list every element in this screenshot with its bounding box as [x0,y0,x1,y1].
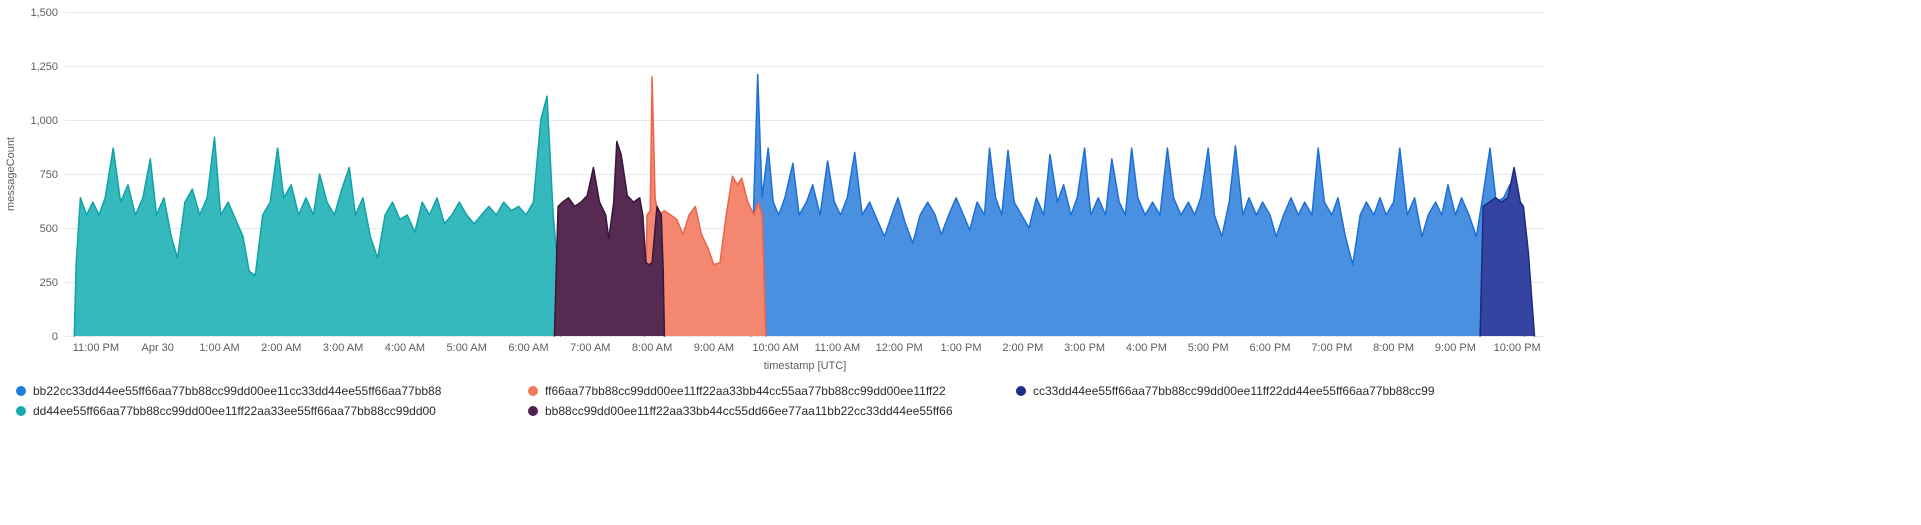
series-line-teal [73,95,562,337]
x-tick-label: 4:00 PM [1126,342,1167,354]
legend-item-teal-series[interactable]: dd44ee55ff66aa77bb88cc99dd00ee11ff22aa33… [16,403,436,419]
x-tick-label: 2:00 PM [1002,342,1043,354]
x-tick-label: 11:00 PM [73,342,119,354]
y-tick-label: 1,500 [30,7,58,19]
x-tick-label: 4:00 AM [385,342,425,354]
x-tick-label: 7:00 PM [1311,342,1352,354]
legend-series-label: ff66aa77bb88cc99dd00ee11ff22aa33bb44cc55… [545,384,946,398]
series-line-salmon [643,76,767,337]
x-tick-label: 6:00 AM [508,342,548,354]
series-line-navy [1479,166,1536,337]
x-tick-label: 5:00 AM [447,342,487,354]
x-tick-label: 3:00 AM [323,342,363,354]
chart-legend: bb22cc33dd44ee55ff66aa77bb88cc99dd00ee11… [0,376,1921,436]
series-color-dot [528,406,538,416]
legend-item-purple-series[interactable]: bb88cc99dd00ee11ff22aa33bb44cc55dd66ee77… [528,403,953,419]
series-area-navy[interactable] [1480,167,1535,337]
x-tick-label: 5:00 PM [1188,342,1229,354]
area-chart[interactable]: 0 250 500 750 1,000 1,250 1,500 11:00 PM Apr 30 1… [0,0,1921,376]
y-axis-title: messageCount [5,137,17,211]
y-tick-label: 500 [40,223,58,235]
legend-series-label: cc33dd44ee55ff66aa77bb88cc99dd00ee11ff22… [1033,384,1435,398]
legend-item-navy-series[interactable]: cc33dd44ee55ff66aa77bb88cc99dd00ee11ff22… [1016,383,1435,399]
x-tick-label: 11:00 AM [815,342,861,354]
y-tick-label: 1,250 [30,61,58,73]
series-color-dot [1016,386,1026,396]
metrics-chart-panel: 0 250 500 750 1,000 1,250 1,500 11:00 PM Apr 30 1… [0,0,1921,376]
x-tick-label: 9:00 PM [1435,342,1476,354]
y-tick-label: 250 [40,277,58,289]
series-color-dot [16,406,26,416]
series-area-salmon[interactable] [644,76,766,337]
series-area-blue[interactable] [750,74,1525,336]
x-tick-label: 12:00 PM [876,342,923,354]
x-tick-label: 9:00 AM [694,342,734,354]
series-color-dot [528,386,538,396]
x-tick-label: 8:00 AM [632,342,672,354]
x-tick-label: 10:00 AM [752,342,798,354]
x-tick-label: 7:00 AM [570,342,610,354]
legend-series-label: dd44ee55ff66aa77bb88cc99dd00ee11ff22aa33… [33,404,436,418]
x-tick-label: 6:00 PM [1250,342,1291,354]
series-line-blue [750,73,1526,337]
x-tick-label: 1:00 PM [941,342,982,354]
x-axis-title: timestamp [UTC] [764,360,847,372]
legend-item-salmon-series[interactable]: ff66aa77bb88cc99dd00ee11ff22aa33bb44cc55… [528,383,946,399]
y-tick-label: 1,000 [30,115,58,127]
series-color-dot [16,386,26,396]
x-tick-label: 8:00 PM [1373,342,1414,354]
x-tick-label: 2:00 AM [261,342,301,354]
legend-series-label: bb22cc33dd44ee55ff66aa77bb88cc99dd00ee11… [33,384,442,398]
legend-item-blue-series[interactable]: bb22cc33dd44ee55ff66aa77bb88cc99dd00ee11… [16,383,441,399]
x-tick-label: Apr 30 [141,342,173,354]
x-tick-label: 10:00 PM [1494,342,1541,354]
y-tick-label: 0 [52,331,58,343]
legend-series-label: bb88cc99dd00ee11ff22aa33bb44cc55dd66ee77… [545,404,953,418]
y-tick-label: 750 [40,169,58,181]
x-tick-label: 1:00 AM [199,342,239,354]
x-tick-label: 3:00 PM [1064,342,1105,354]
series-area-teal[interactable] [74,96,561,336]
series-line-purple [553,140,666,337]
